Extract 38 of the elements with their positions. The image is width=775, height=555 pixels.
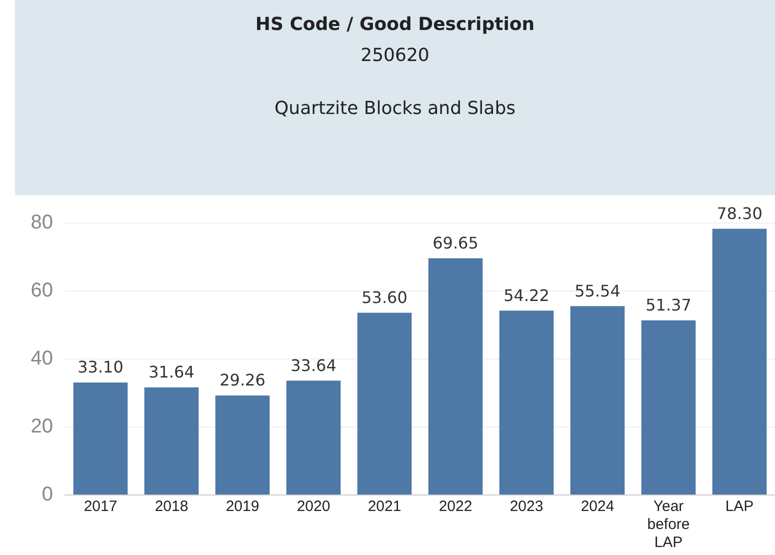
x-tick-label: LAP [725,498,754,516]
x-tick-label: 2024 [580,498,614,516]
bar [641,320,696,494]
bar [286,380,341,494]
x-tick-label: 2017 [84,498,118,516]
x-tick-label: 2020 [296,498,330,516]
data-label: 31.64 [148,362,194,382]
data-label: 69.65 [432,233,478,252]
x-tick-label: Year before LAP [647,498,690,552]
data-label: 54.22 [504,286,550,305]
data-label: 51.37 [646,296,692,314]
data-label: 53.60 [362,288,408,307]
bar [215,396,270,494]
text: Quartzite Blocks and Slabs [274,98,516,119]
bar [499,310,554,494]
x-tick-label: 2023 [510,498,544,516]
chart-subtitle: 250620 [360,45,430,66]
y-tick-label: 20 [30,416,53,438]
x-tick-label: 2018 [154,498,188,516]
data-label: 33.64 [290,356,336,375]
bar [144,387,199,494]
data-label: 33.10 [78,358,124,377]
y-tick-label: 80 [30,212,53,234]
x-tick-label: 2019 [226,498,260,516]
chart-title: HS Code / Good Description [254,14,536,35]
y-tick-label: 40 [30,348,53,370]
bar [428,258,483,494]
bar [712,228,767,494]
y-tick-label: 0 [42,484,53,506]
y-tick-label: 60 [30,280,53,302]
data-label: 55.54 [574,281,620,300]
bar [73,382,128,494]
data-label: 78.30 [716,204,762,223]
bar [357,312,412,494]
bar [570,306,625,494]
x-tick-label: 2022 [438,498,472,516]
x-tick-label: 2021 [368,498,402,516]
data-label: 29.26 [220,370,266,390]
